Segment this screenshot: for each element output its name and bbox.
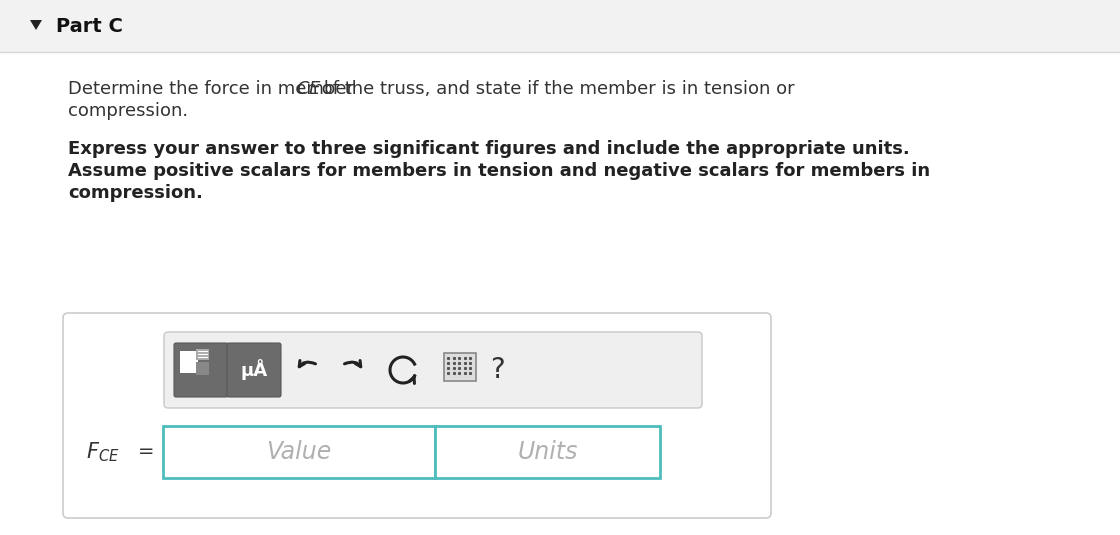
FancyBboxPatch shape xyxy=(164,426,435,478)
Polygon shape xyxy=(30,20,43,30)
Text: ?: ? xyxy=(489,356,504,384)
FancyBboxPatch shape xyxy=(196,362,209,375)
Text: Value: Value xyxy=(267,440,332,464)
FancyBboxPatch shape xyxy=(174,343,228,397)
FancyBboxPatch shape xyxy=(0,0,1120,52)
Text: Assume positive scalars for members in tension and negative scalars for members : Assume positive scalars for members in t… xyxy=(68,162,930,180)
Text: =: = xyxy=(138,442,155,462)
Text: compression.: compression. xyxy=(68,184,203,202)
FancyBboxPatch shape xyxy=(180,351,198,373)
Text: Part C: Part C xyxy=(56,17,123,35)
Text: $\it{CE}$: $\it{CE}$ xyxy=(296,80,321,98)
Text: of the truss, and state if the member is in tension or: of the truss, and state if the member is… xyxy=(316,80,794,98)
Text: $F_{CE}$: $F_{CE}$ xyxy=(86,440,120,464)
FancyBboxPatch shape xyxy=(435,426,660,478)
FancyBboxPatch shape xyxy=(63,313,771,518)
Text: Express your answer to three significant figures and include the appropriate uni: Express your answer to three significant… xyxy=(68,140,909,158)
FancyBboxPatch shape xyxy=(196,349,209,360)
FancyBboxPatch shape xyxy=(164,332,702,408)
Text: Units: Units xyxy=(517,440,578,464)
FancyBboxPatch shape xyxy=(444,353,476,381)
FancyBboxPatch shape xyxy=(227,343,281,397)
Text: Determine the force in member: Determine the force in member xyxy=(68,80,360,98)
Text: compression.: compression. xyxy=(68,102,188,120)
Text: μÅ: μÅ xyxy=(241,360,268,380)
